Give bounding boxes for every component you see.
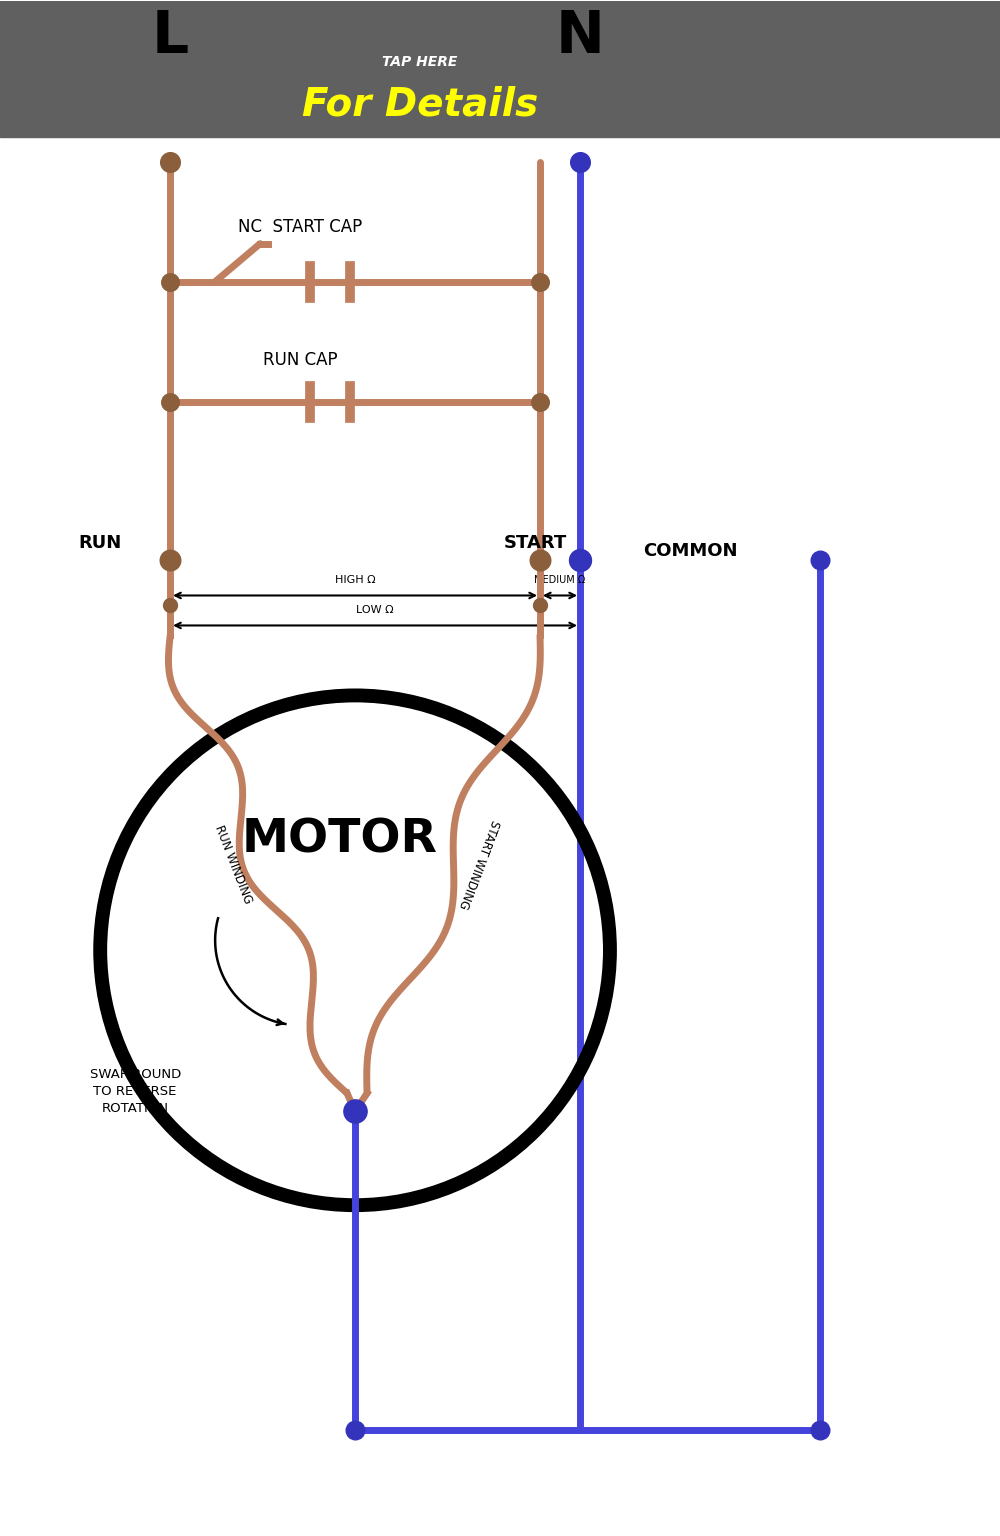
Text: LOW Ω: LOW Ω bbox=[356, 605, 394, 616]
Point bbox=[532, 389, 548, 413]
Text: NC  START CAP: NC START CAP bbox=[238, 218, 362, 235]
Text: SWAP ROUND
TO REVERSE
ROTATION: SWAP ROUND TO REVERSE ROTATION bbox=[90, 1068, 181, 1115]
Point bbox=[162, 593, 178, 617]
Point bbox=[162, 269, 178, 293]
Text: RUN CAP: RUN CAP bbox=[263, 350, 337, 369]
Text: RUN WINDING: RUN WINDING bbox=[213, 823, 255, 906]
Text: TAP HERE: TAP HERE bbox=[382, 55, 458, 69]
Text: L: L bbox=[152, 8, 189, 65]
Text: For Details: For Details bbox=[302, 86, 538, 124]
Text: START: START bbox=[503, 533, 567, 551]
Point bbox=[347, 1098, 363, 1123]
Point bbox=[812, 1418, 828, 1442]
Text: MOTOR: MOTOR bbox=[242, 817, 438, 863]
Point bbox=[162, 149, 178, 174]
Text: COMMON: COMMON bbox=[643, 542, 737, 559]
Point bbox=[162, 389, 178, 413]
Point bbox=[532, 548, 548, 573]
Bar bbox=[0, 2, 1000, 137]
Text: N: N bbox=[556, 8, 604, 65]
Point bbox=[812, 548, 828, 573]
Text: RUN: RUN bbox=[79, 533, 122, 551]
Text: MEDIUM Ω: MEDIUM Ω bbox=[534, 576, 586, 585]
Point bbox=[532, 593, 548, 617]
Text: HIGH Ω: HIGH Ω bbox=[335, 576, 375, 585]
Text: START WINDING: START WINDING bbox=[456, 819, 501, 911]
Point bbox=[162, 548, 178, 573]
Point bbox=[532, 269, 548, 293]
Point bbox=[572, 149, 588, 174]
Point bbox=[347, 1418, 363, 1442]
Point bbox=[572, 548, 588, 573]
